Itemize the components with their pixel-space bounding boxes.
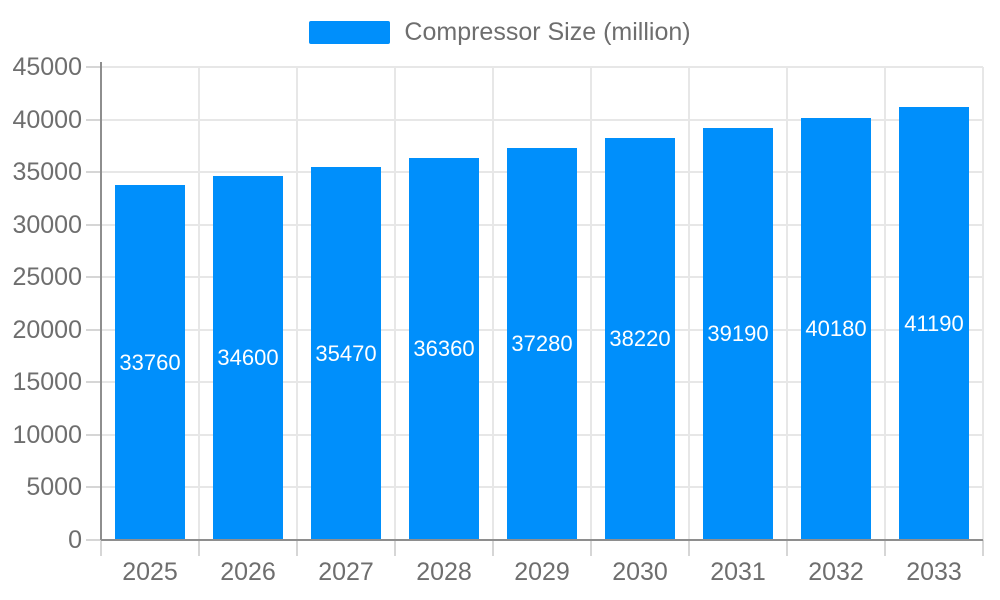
bar-value-label: 37280 [511,331,573,357]
x-axis-tick [982,540,984,556]
x-gridline [884,67,886,540]
x-axis-tick [492,540,494,556]
x-axis-tick [786,540,788,556]
y-axis-tick [86,433,101,436]
y-gridline [101,118,983,121]
x-axis-label: 2030 [612,558,668,586]
x-axis-tick [198,540,200,556]
y-axis-label: 0 [68,526,82,554]
x-axis-label: 2027 [318,558,374,586]
x-gridline [394,67,396,540]
x-gridline [786,67,788,540]
y-axis-label: 10000 [12,420,82,449]
bar[interactable] [409,157,479,540]
x-axis-label: 2025 [122,558,178,586]
bar-value-label: 41190 [904,310,964,336]
y-axis-tick [86,381,101,384]
x-gridline [296,67,298,540]
y-axis-tick [86,171,101,174]
y-axis-tick [86,276,101,279]
x-axis-tick [688,540,690,556]
legend-label: Compressor Size (million) [404,17,691,46]
x-axis-label: 2029 [514,558,570,586]
x-axis-label: 2033 [906,558,962,586]
y-axis-tick [86,486,101,489]
x-axis-tick [296,540,298,556]
x-axis-tick [884,540,886,556]
bar[interactable] [801,117,871,540]
y-axis-label: 20000 [12,315,82,344]
y-axis-label: 25000 [12,263,82,292]
bar[interactable] [899,107,969,540]
x-axis-tick [590,540,592,556]
bar[interactable] [703,128,773,540]
y-axis-tick [86,66,101,68]
bar-value-label: 40180 [805,315,867,341]
y-axis-tick [86,328,101,331]
bar-value-label: 36360 [413,335,475,361]
y-axis-label: 30000 [12,210,82,239]
x-gridline [982,67,984,540]
legend-item[interactable]: Compressor Size (million) [0,17,1000,46]
y-gridline [101,66,983,68]
y-axis-label: 5000 [26,473,82,502]
y-axis-tick [86,118,101,121]
x-axis-line [101,539,983,541]
bar-value-label: 35470 [315,340,377,366]
x-axis-label: 2026 [220,558,276,586]
bar-value-label: 33760 [119,349,181,375]
y-axis-tick [86,539,101,541]
x-axis-tick [394,540,396,556]
x-gridline [492,67,494,540]
bar[interactable] [115,185,185,540]
x-axis-label: 2028 [416,558,472,586]
x-axis-label: 2032 [808,558,864,586]
bar[interactable] [311,167,381,540]
bar-value-label: 39190 [707,321,769,347]
x-gridline [590,67,592,540]
bar-value-label: 38220 [609,326,671,352]
y-axis-tick [86,223,101,226]
bar[interactable] [507,148,577,540]
x-axis-label: 2031 [710,558,766,586]
bar-value-label: 34600 [217,345,279,371]
legend-marker [309,20,391,44]
bar[interactable] [605,138,675,540]
y-axis-label: 35000 [12,158,82,187]
bar[interactable] [213,176,283,540]
y-axis-line [100,62,102,540]
y-axis-label: 40000 [12,105,82,134]
x-gridline [198,67,200,540]
y-axis-label: 15000 [12,368,82,397]
y-axis-label: 45000 [12,53,82,81]
x-gridline [688,67,690,540]
x-axis-tick [100,540,102,556]
